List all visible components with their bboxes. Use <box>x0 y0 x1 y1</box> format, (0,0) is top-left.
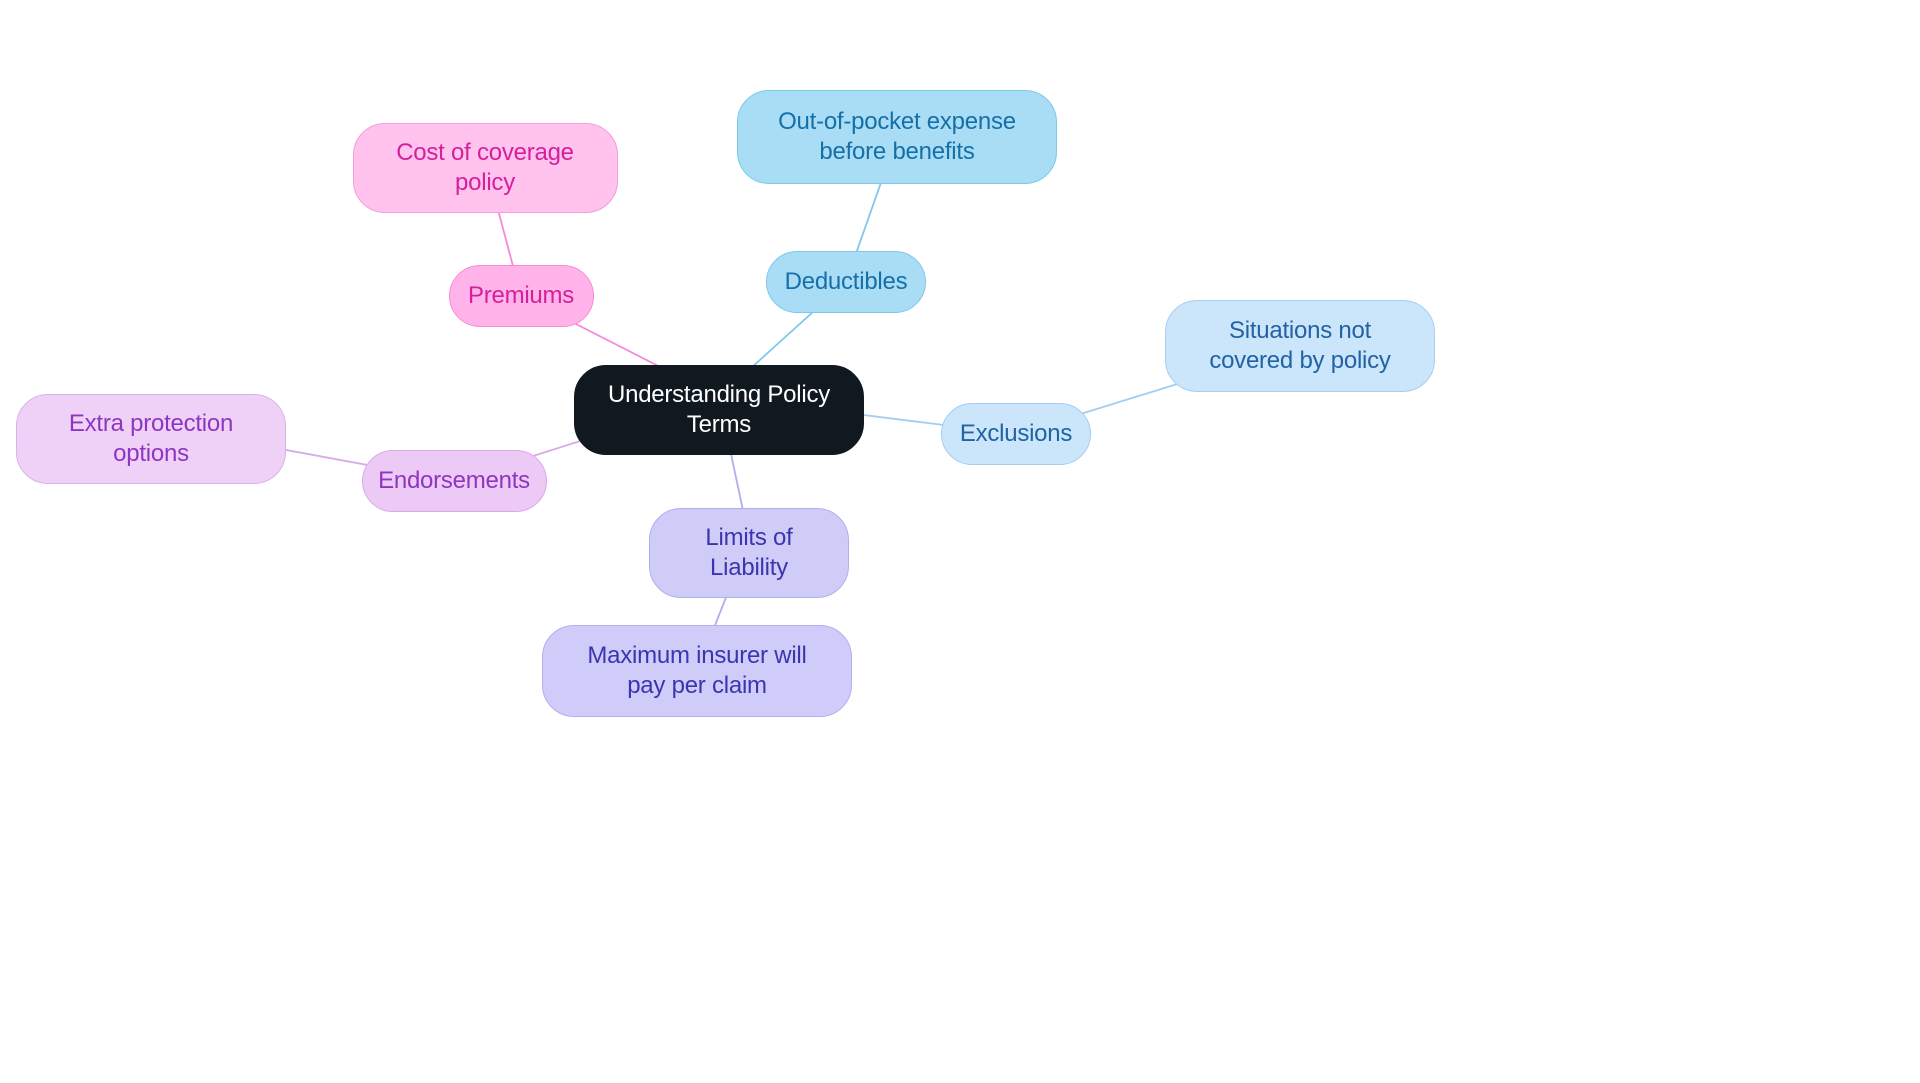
node-deductibles_desc: Out-of-pocket expense before benefits <box>737 90 1057 184</box>
node-center: Understanding Policy Terms <box>574 365 864 455</box>
node-label: Understanding Policy Terms <box>601 380 837 440</box>
mindmap-canvas: Understanding Policy Terms Premiums Cost o… <box>0 0 1920 1083</box>
node-premiums: Premiums <box>449 265 594 327</box>
node-label: Extra protection options <box>43 409 259 469</box>
node-label: Deductibles <box>785 267 908 297</box>
node-exclusions_desc: Situations not covered by policy <box>1165 300 1435 392</box>
node-label: Premiums <box>468 281 574 311</box>
node-label: Cost of coverage policy <box>380 138 591 198</box>
node-endorsements: Endorsements <box>362 450 547 512</box>
node-label: Situations not covered by policy <box>1192 316 1408 376</box>
node-label: Out-of-pocket expense before benefits <box>764 107 1030 167</box>
node-label: Exclusions <box>960 419 1072 449</box>
node-label: Maximum insurer will pay per claim <box>569 641 825 701</box>
node-exclusions: Exclusions <box>941 403 1091 465</box>
node-deductibles: Deductibles <box>766 251 926 313</box>
node-limits: Limits of Liability <box>649 508 849 598</box>
node-limits_desc: Maximum insurer will pay per claim <box>542 625 852 717</box>
node-label: Limits of Liability <box>676 523 822 583</box>
node-premiums_desc: Cost of coverage policy <box>353 123 618 213</box>
node-endorsements_desc: Extra protection options <box>16 394 286 484</box>
node-label: Endorsements <box>378 466 530 496</box>
